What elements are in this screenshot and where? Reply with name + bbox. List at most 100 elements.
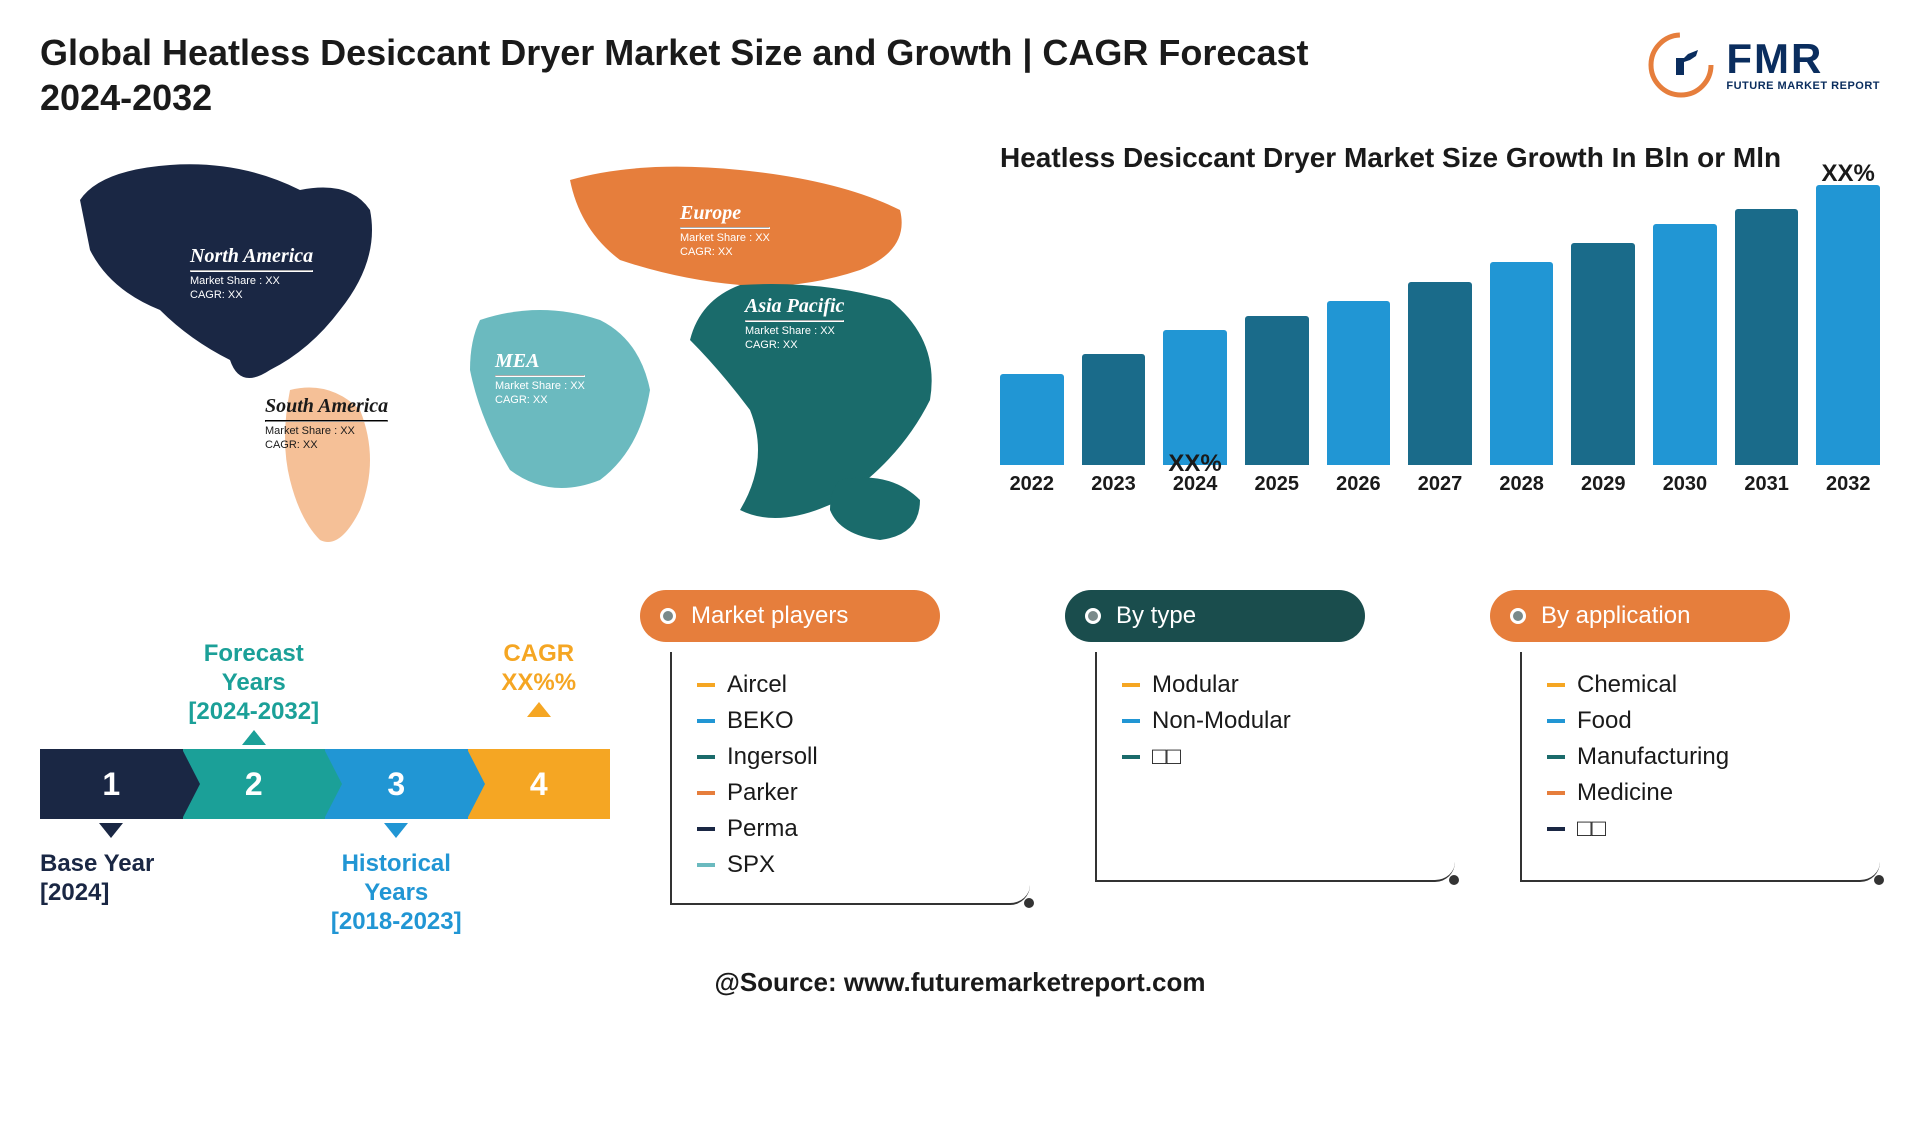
pill-item: Chemical (1547, 667, 1860, 703)
pill-header: Market players (640, 590, 940, 642)
bar-col-2022: 2022 (1000, 374, 1064, 497)
bar (1245, 316, 1309, 466)
tick-icon (1547, 827, 1565, 831)
bar-col-2031: 2031 (1735, 209, 1799, 496)
bar-year-label: 2029 (1581, 473, 1626, 496)
bar (1408, 282, 1472, 466)
pill-item: Aircel (697, 667, 1010, 703)
arrow-up-icon (527, 702, 551, 717)
tick-icon (1547, 755, 1565, 759)
world-map: North America Market Share : XX CAGR: XX… (40, 140, 960, 560)
pill-header: By type (1065, 590, 1365, 642)
bar-year-label: 2027 (1418, 473, 1463, 496)
bar-col-2026: 2026 (1327, 301, 1391, 496)
bar-year-label: 2032 (1826, 473, 1871, 496)
pill-body: ChemicalFoodManufacturingMedicine□□ (1520, 652, 1880, 882)
pill-item-label: Ingersoll (727, 743, 818, 771)
timeline-seg-1: 1 (40, 749, 183, 819)
pill-dot-icon (1085, 608, 1101, 624)
timeline-seg-2: 2 (183, 749, 326, 819)
pill-body: Modular Non-Modular □□ (1095, 652, 1455, 882)
bar (1082, 354, 1146, 465)
bar-col-2023: 2023 (1082, 354, 1146, 496)
bar-col-2032: XX%2032 (1816, 185, 1880, 496)
tick-icon (1547, 719, 1565, 723)
arrow-down-icon (99, 823, 123, 838)
bar-col-2030: 2030 (1653, 224, 1717, 497)
bar (1653, 224, 1717, 466)
logo: FMR FUTURE MARKET REPORT (1646, 30, 1880, 100)
pill-by-type: By type Modular Non-Modular □□ (1065, 590, 1455, 905)
bar-col-2024: XX%2024 (1163, 330, 1227, 496)
forecast-label: Forecast Years [2024-2032] (183, 640, 326, 726)
pill-item: □□ (1122, 739, 1435, 775)
lower-row: Forecast Years [2024-2032] CAGR XX%% 1 2… (40, 590, 1880, 937)
pill-item: Perma (697, 811, 1010, 847)
pill-item-label: Food (1577, 707, 1632, 735)
tick-icon (697, 683, 715, 687)
pill-title: Market players (691, 602, 848, 630)
bar-year-label: 2026 (1336, 473, 1381, 496)
arrow-up-icon (242, 730, 266, 745)
tick-icon (1122, 683, 1140, 687)
bar-top-label: XX% (1822, 160, 1875, 188)
bar-col-2025: 2025 (1245, 316, 1309, 497)
historical-label: Historical Years [2018-2023] (325, 850, 468, 936)
cagr-label: CAGR XX%% (468, 640, 611, 698)
tick-icon (697, 719, 715, 723)
pill-item: Modular (1122, 667, 1435, 703)
pill-dot-icon (1510, 608, 1526, 624)
pill-item-label: Perma (727, 815, 798, 843)
pill-item-label: Modular (1152, 671, 1239, 699)
timeline-seg-3: 3 (325, 749, 468, 819)
pill-by-application: By applicationChemicalFoodManufacturingM… (1490, 590, 1880, 905)
label-north-america: North America Market Share : XX CAGR: XX (190, 245, 313, 303)
fmr-logo-icon (1646, 30, 1716, 100)
bar-year-label: 2023 (1091, 473, 1136, 496)
label-asia-pacific: Asia Pacific Market Share : XX CAGR: XX (745, 295, 844, 353)
pill-item-label: Non-Modular (1152, 707, 1291, 735)
pill-item-label: □□ (1152, 743, 1181, 771)
bar (1816, 185, 1880, 465)
pill-item-label: SPX (727, 851, 775, 879)
pill-sections: Market players Aircel BEKO Ingersoll Parker P… (640, 590, 1880, 905)
timeline-bar: 1 2 3 4 (40, 749, 610, 819)
base-year-label: Base Year [2024] (40, 850, 183, 936)
pill-item: Ingersoll (697, 739, 1010, 775)
pill-item: Medicine (1547, 775, 1860, 811)
pill-item: BEKO (697, 703, 1010, 739)
pill-item-label: Medicine (1577, 779, 1673, 807)
bar-chart: 2022 2023 XX%2024 2025 2026 2027 2028 2029 2030 2… (1000, 186, 1880, 496)
bar-year-label: 2030 (1663, 473, 1708, 496)
bar-col-2027: 2027 (1408, 282, 1472, 497)
pill-market-players: Market players Aircel BEKO Ingersoll Parker P… (640, 590, 1030, 905)
timeline-seg-4: 4 (468, 749, 611, 819)
arrow-down-icon (384, 823, 408, 838)
tick-icon (697, 791, 715, 795)
pill-item-label: BEKO (727, 707, 794, 735)
tick-icon (697, 827, 715, 831)
pill-item-label: Chemical (1577, 671, 1677, 699)
tick-icon (1122, 719, 1140, 723)
pill-title: By application (1541, 602, 1690, 630)
pill-item: Parker (697, 775, 1010, 811)
tick-icon (1547, 683, 1565, 687)
bar (1735, 209, 1799, 465)
upper-row: North America Market Share : XX CAGR: XX… (40, 140, 1880, 560)
bar-year-label: 2022 (1010, 473, 1055, 496)
tick-icon (1122, 755, 1140, 759)
pill-body: Aircel BEKO Ingersoll Parker Perma SPX (670, 652, 1030, 905)
pill-header: By application (1490, 590, 1790, 642)
header: Global Heatless Desiccant Dryer Market S… (40, 30, 1880, 120)
bar (1490, 262, 1554, 465)
bar-chart-section: Heatless Desiccant Dryer Market Size Gro… (1000, 140, 1880, 560)
pill-item: Non-Modular (1122, 703, 1435, 739)
chart-title: Heatless Desiccant Dryer Market Size Gro… (1000, 140, 1880, 176)
logo-text-sub: FUTURE MARKET REPORT (1726, 80, 1880, 92)
bar-year-label: 2025 (1254, 473, 1299, 496)
bar-col-2028: 2028 (1490, 262, 1554, 496)
tick-icon (1547, 791, 1565, 795)
pill-dot-icon (660, 608, 676, 624)
bar (1327, 301, 1391, 465)
bar (1571, 243, 1635, 465)
